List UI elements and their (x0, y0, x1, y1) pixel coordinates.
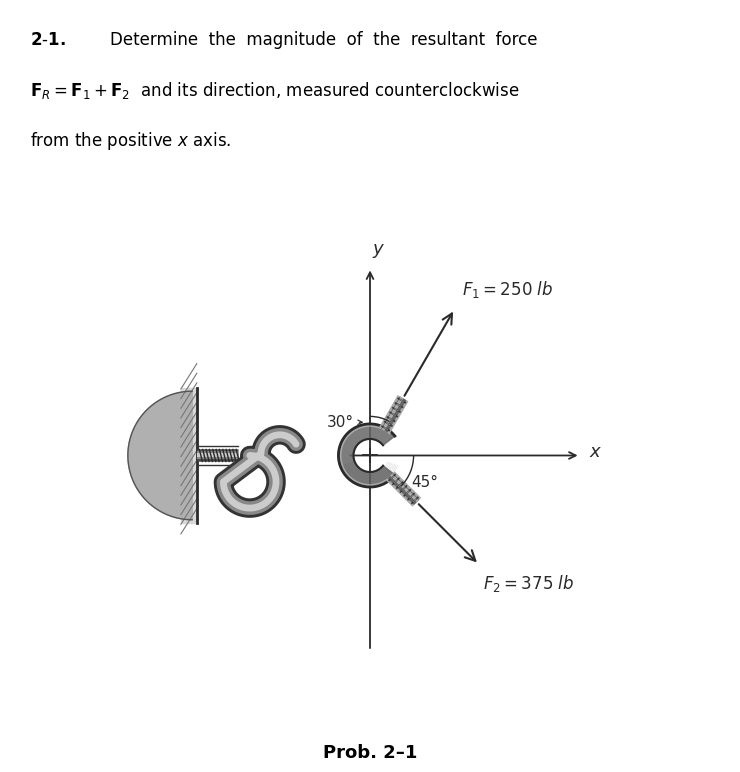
Text: $F_1 = 250$ lb: $F_1 = 250$ lb (462, 279, 554, 300)
Polygon shape (128, 391, 192, 520)
Text: Prob. 2–1: Prob. 2–1 (323, 743, 417, 762)
Polygon shape (338, 424, 395, 487)
Text: $F_2 = 375$ lb: $F_2 = 375$ lb (482, 574, 574, 594)
Text: $\mathbf{2\text{-}1.}$: $\mathbf{2\text{-}1.}$ (30, 31, 65, 49)
Text: $x$: $x$ (590, 442, 603, 461)
Text: 45°: 45° (411, 475, 438, 490)
Text: Determine  the  magnitude  of  the  resultant  force: Determine the magnitude of the resultant… (110, 31, 537, 49)
Text: 30°: 30° (326, 415, 354, 430)
Text: $\mathbf{F}_R = \mathbf{F}_1 + \mathbf{F}_2$  and its direction, measured counte: $\mathbf{F}_R = \mathbf{F}_1 + \mathbf{F… (30, 80, 519, 101)
Bar (181, 388, 197, 523)
Text: $y$: $y$ (372, 242, 386, 260)
Text: from the positive $x$ axis.: from the positive $x$ axis. (30, 130, 231, 151)
